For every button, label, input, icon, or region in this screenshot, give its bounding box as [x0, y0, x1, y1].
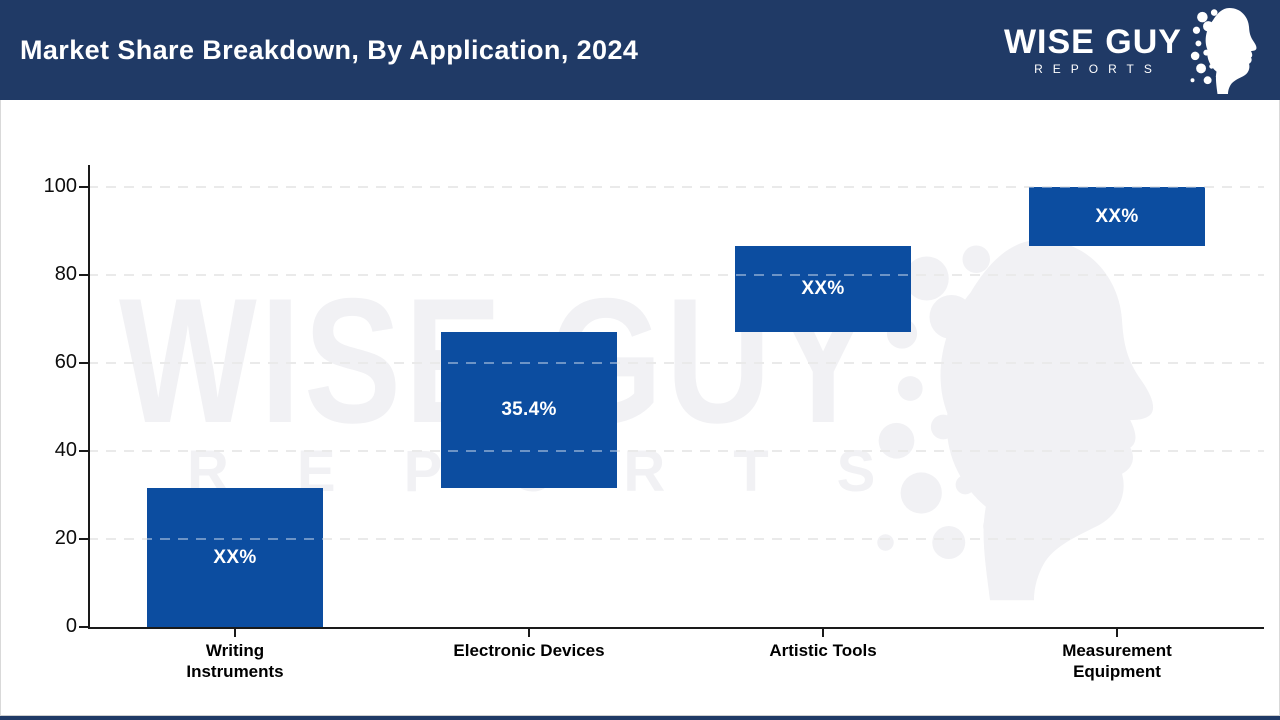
chart-title: Market Share Breakdown, By Application, … [20, 34, 639, 65]
bar-writing-instruments: XX% [147, 488, 323, 627]
chart-area: WISE GUY REPORTS 020406080100XX%WritingI… [0, 100, 1280, 716]
logo-reports-label: REPORTS [1034, 62, 1162, 76]
gridline-overlay-40 [88, 450, 1264, 452]
y-tick-mark-0 [79, 626, 88, 628]
footer-bar [0, 716, 1280, 720]
x-tick-mark-artistic-tools [822, 629, 824, 637]
x-tick-label-writing-instruments: Writing Instruments [186, 641, 284, 681]
bar-value-label-measurement-equipment: XX% [1095, 205, 1139, 227]
x-axis-line [88, 627, 1264, 629]
x-tick-mark-writing-instruments [234, 629, 236, 637]
y-tick-mark-40 [79, 450, 88, 452]
y-tick-mark-80 [79, 274, 88, 276]
logo-wordmark: WISE GUY [1003, 23, 1182, 61]
x-tick-mark-electronic-devices [528, 629, 530, 637]
bar-value-label-writing-instruments: XX% [213, 546, 257, 568]
gridline-80 [88, 274, 1264, 276]
header-bar: Market Share Breakdown, By Application, … [0, 0, 1280, 100]
gridline-overlay-20 [88, 538, 1264, 540]
y-tick-label-40: 40 [54, 439, 77, 461]
logo-face-icon [1190, 7, 1257, 95]
bar-measurement-equipment: XX% [1029, 187, 1205, 246]
y-tick-label-0: 0 [65, 615, 77, 637]
watermark-face-icon [877, 240, 1154, 601]
gridline-20 [88, 538, 1264, 540]
gridline-60 [88, 362, 1264, 364]
y-tick-label-100: 100 [43, 175, 77, 197]
bar-value-label-artistic-tools: XX% [801, 278, 845, 299]
x-tick-label-electronic-devices: Electronic Devices [453, 641, 605, 660]
y-tick-mark-60 [79, 362, 88, 364]
gridline-overlay-80 [88, 274, 1264, 276]
gridline-40 [88, 450, 1264, 452]
gridline-overlay-60 [88, 362, 1264, 364]
y-tick-label-60: 60 [54, 351, 77, 373]
gridline-100 [88, 186, 1264, 188]
y-tick-mark-100 [79, 186, 88, 188]
x-tick-mark-measurement-equipment [1116, 629, 1118, 637]
x-tick-label-measurement-equipment: Measurement Equipment [1062, 641, 1172, 681]
bar-value-label-electronic-devices: 35.4% [501, 399, 557, 420]
y-tick-label-80: 80 [54, 263, 77, 285]
bar-artistic-tools: XX% [735, 246, 911, 332]
logo-text: WISE GUY REPORTS [1004, 24, 1182, 76]
y-tick-label-20: 20 [54, 527, 77, 549]
wise-guy-logo: WISE GUY REPORTS [1004, 0, 1280, 100]
y-tick-mark-20 [79, 538, 88, 540]
y-axis-line [88, 165, 90, 629]
bar-electronic-devices: 35.4% [441, 332, 617, 488]
x-tick-label-artistic-tools: Artistic Tools [769, 641, 877, 660]
gridline-overlay-100 [88, 186, 1264, 188]
